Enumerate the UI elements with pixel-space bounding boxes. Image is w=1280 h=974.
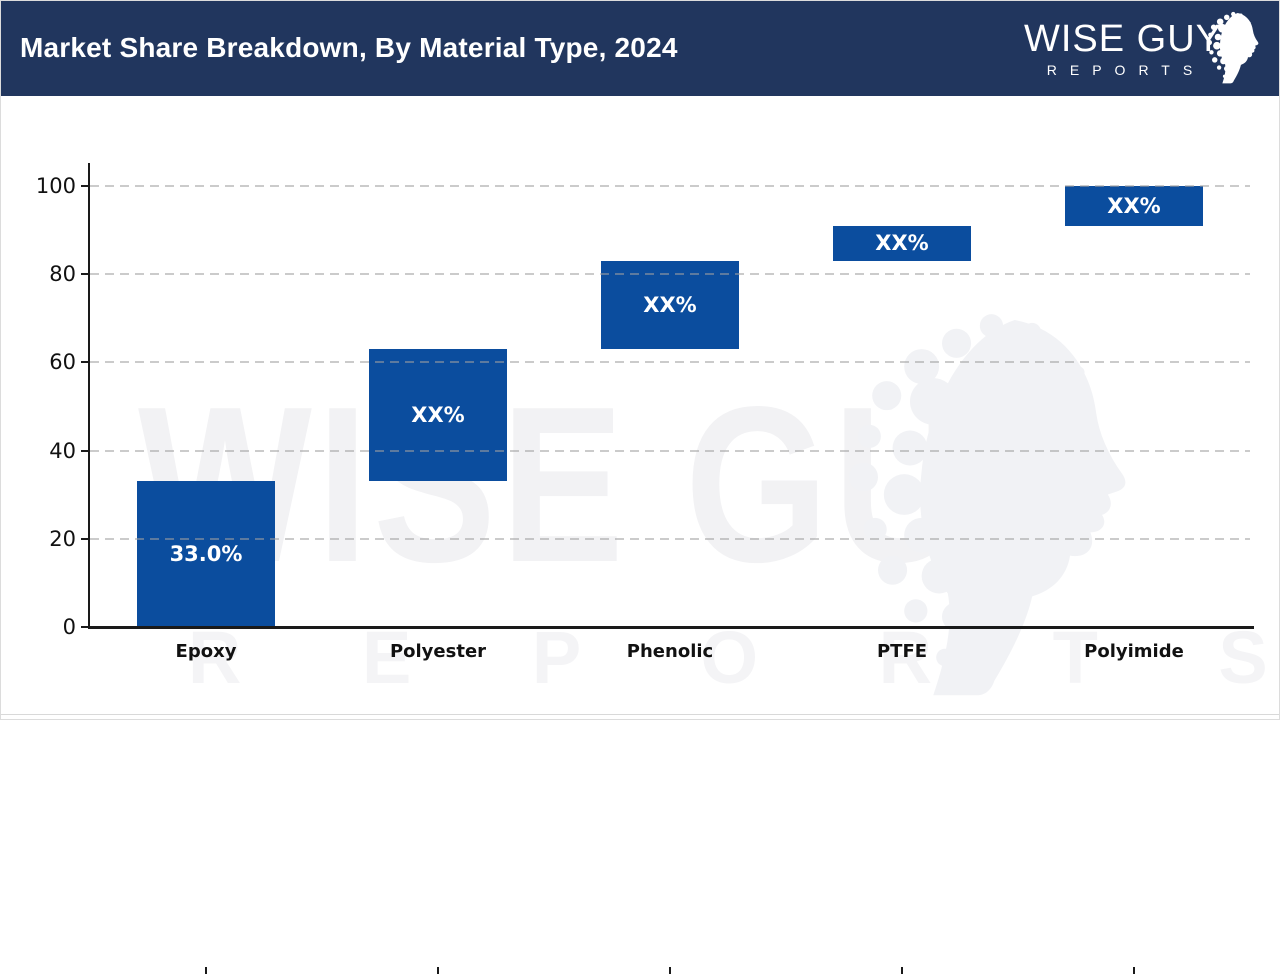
y-tick-label: 0	[62, 615, 76, 639]
x-tick	[1133, 967, 1135, 974]
y-tick-label: 40	[49, 438, 76, 463]
y-axis-line	[88, 163, 90, 629]
page-title: Market Share Breakdown, By Material Type…	[20, 32, 678, 63]
bar-Polyester	[369, 349, 507, 482]
y-tick	[81, 537, 89, 540]
x-category-label-Polyimide: Polyimide	[1084, 641, 1184, 662]
x-category-label-Polyester: Polyester	[389, 641, 487, 662]
bar-Phenolic	[601, 260, 739, 350]
bar-PTFE	[833, 225, 971, 261]
x-category-label-Epoxy: Epoxy	[175, 641, 237, 662]
bar-value-label: XX%	[1107, 193, 1161, 218]
x-tick	[669, 967, 671, 974]
bar-Polyimide	[1065, 186, 1203, 226]
y-tick	[81, 361, 89, 364]
y-tick	[81, 449, 89, 452]
y-tick	[81, 626, 89, 628]
y-tick-label: 60	[49, 350, 76, 375]
x-tick	[437, 967, 439, 974]
bar-value-label: XX%	[643, 293, 697, 318]
chart-area: WISE GUY R E P O R T S 0 20 40 60 80 100 33.0%…	[0, 96, 1280, 974]
bar-value-label: XX%	[875, 231, 929, 256]
bar-value-label: XX%	[411, 403, 465, 428]
gridline-100	[90, 185, 1250, 187]
bar-Epoxy	[137, 481, 275, 627]
gridline-40	[90, 449, 1250, 452]
x-tick	[901, 967, 903, 974]
y-tick-label: 100	[35, 174, 76, 198]
gridline-80	[90, 273, 1250, 276]
brand-logo-text: WISE GUY REPORTS	[1023, 18, 1222, 78]
y-tick-label: 80	[49, 262, 76, 287]
gridline-20	[90, 537, 1250, 540]
y-tick	[81, 185, 89, 187]
y-tick	[81, 273, 89, 276]
x-tick	[205, 967, 207, 974]
brand-logo: WISE GUY REPORTS	[1024, 8, 1266, 90]
gridline-60	[90, 361, 1250, 364]
brand-name: WISE GUY	[1023, 18, 1222, 61]
header-bar: Market Share Breakdown, By Material Type…	[0, 0, 1280, 96]
bar-value-label: 33.0%	[169, 542, 243, 567]
y-tick-label: 20	[49, 526, 76, 551]
bottom-hairline	[0, 714, 1280, 715]
brand-subname: REPORTS	[1046, 61, 1206, 78]
watermark-text-primary: WISE GUY	[138, 361, 1100, 609]
x-category-label-PTFE: PTFE	[876, 641, 928, 662]
x-category-label-Phenolic: Phenolic	[626, 641, 714, 662]
x-axis-line	[88, 626, 1254, 629]
